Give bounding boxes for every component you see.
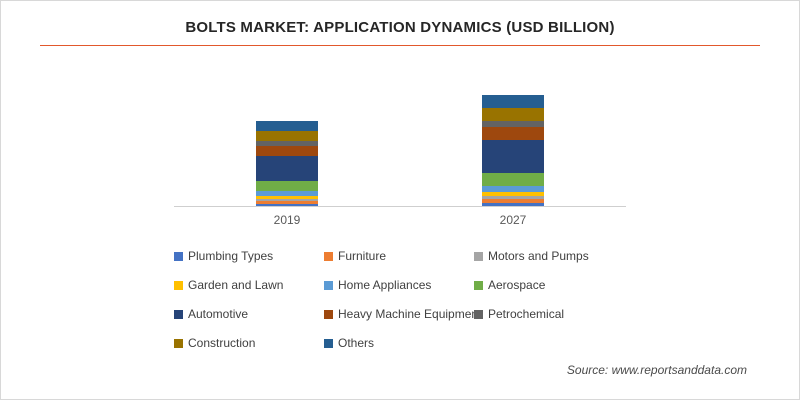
legend-swatch	[174, 251, 183, 261]
x-axis-labels: 2019 2027	[174, 213, 626, 227]
bar-segment-automotive	[256, 156, 318, 181]
legend-swatch	[324, 338, 333, 348]
legend-swatch	[174, 338, 183, 348]
bar-segment-heavy-machine-equipment	[256, 146, 318, 156]
bar-segment-others	[482, 95, 544, 108]
legend-swatch	[324, 280, 333, 290]
bar-segment-garden-and-lawn	[256, 196, 318, 199]
x-axis-label: 2019	[273, 213, 301, 227]
legend-swatch	[474, 251, 483, 261]
legend-swatch	[174, 309, 183, 319]
legend-item-home-appliances: Home Appliances	[324, 278, 474, 292]
chart-title: BOLTS MARKET: APPLICATION DYNAMICS (USD …	[185, 19, 615, 36]
legend-swatch	[324, 251, 333, 261]
legend-label: Automotive	[188, 307, 249, 321]
legend-label: Home Appliances	[338, 278, 432, 292]
bar-segment-furniture	[482, 199, 544, 203]
legend-label: Heavy Machine Equipment	[338, 307, 482, 321]
bar-segment-home-appliances	[482, 186, 544, 192]
bar-segment-automotive	[482, 140, 544, 173]
legend-item-furniture: Furniture	[324, 249, 474, 263]
bar-segment-construction	[256, 131, 318, 141]
legend-swatch	[474, 280, 483, 290]
bar-segment-petrochemical	[256, 141, 318, 146]
legend-label: Aerospace	[488, 278, 546, 292]
bar-segment-garden-and-lawn	[482, 192, 544, 196]
legend-item-aerospace: Aerospace	[474, 278, 626, 292]
legend-label: Garden and Lawn	[188, 278, 284, 292]
legend: Plumbing Types Furniture Motors and Pumps G…	[174, 249, 626, 350]
legend-item-automotive: Automotive	[174, 307, 324, 321]
title-divider	[40, 45, 760, 46]
bar-segment-petrochemical	[482, 121, 544, 127]
legend-item-plumbing-types: Plumbing Types	[174, 249, 324, 263]
legend-label: Petrochemical	[488, 307, 565, 321]
legend-label: Plumbing Types	[188, 249, 274, 263]
legend-item-petrochemical: Petrochemical	[474, 307, 626, 321]
source-text: Source: www.reportsanddata.com	[566, 363, 747, 377]
bar-segment-furniture	[256, 201, 318, 204]
legend-swatch	[474, 309, 483, 319]
bar-2027	[482, 95, 544, 206]
bar-segment-plumbing-types	[482, 203, 544, 206]
bar-segment-aerospace	[256, 181, 318, 191]
plot-area	[174, 86, 626, 207]
legend-swatch	[324, 309, 333, 319]
legend-swatch	[174, 280, 183, 290]
bar-segment-others	[256, 121, 318, 131]
bar-segment-home-appliances	[256, 191, 318, 196]
legend-item-motors-and-pumps: Motors and Pumps	[474, 249, 626, 263]
legend-item-heavy-machine-equipment: Heavy Machine Equipment	[324, 307, 481, 321]
legend-label: Construction	[188, 336, 256, 350]
legend-label: Others	[338, 336, 375, 350]
bar-segment-construction	[482, 108, 544, 121]
bar-segment-aerospace	[482, 173, 544, 186]
bar-2019	[256, 121, 318, 206]
legend-label: Motors and Pumps	[488, 249, 589, 263]
bar-segment-plumbing-types	[256, 204, 318, 206]
bar-segment-motors-and-pumps	[256, 199, 318, 201]
legend-label: Furniture	[338, 249, 387, 263]
legend-item-construction: Construction	[174, 336, 324, 350]
x-axis-label: 2027	[499, 213, 527, 227]
legend-item-others: Others	[324, 336, 474, 350]
bar-segment-heavy-machine-equipment	[482, 127, 544, 140]
legend-item-garden-and-lawn: Garden and Lawn	[174, 278, 324, 292]
bar-segment-motors-and-pumps	[482, 196, 544, 199]
